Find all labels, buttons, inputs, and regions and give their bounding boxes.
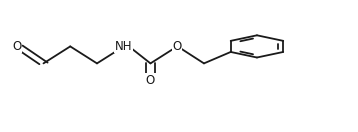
Text: NH: NH xyxy=(115,40,132,53)
Text: O: O xyxy=(173,40,182,53)
Text: O: O xyxy=(146,74,155,87)
Text: O: O xyxy=(12,40,21,53)
